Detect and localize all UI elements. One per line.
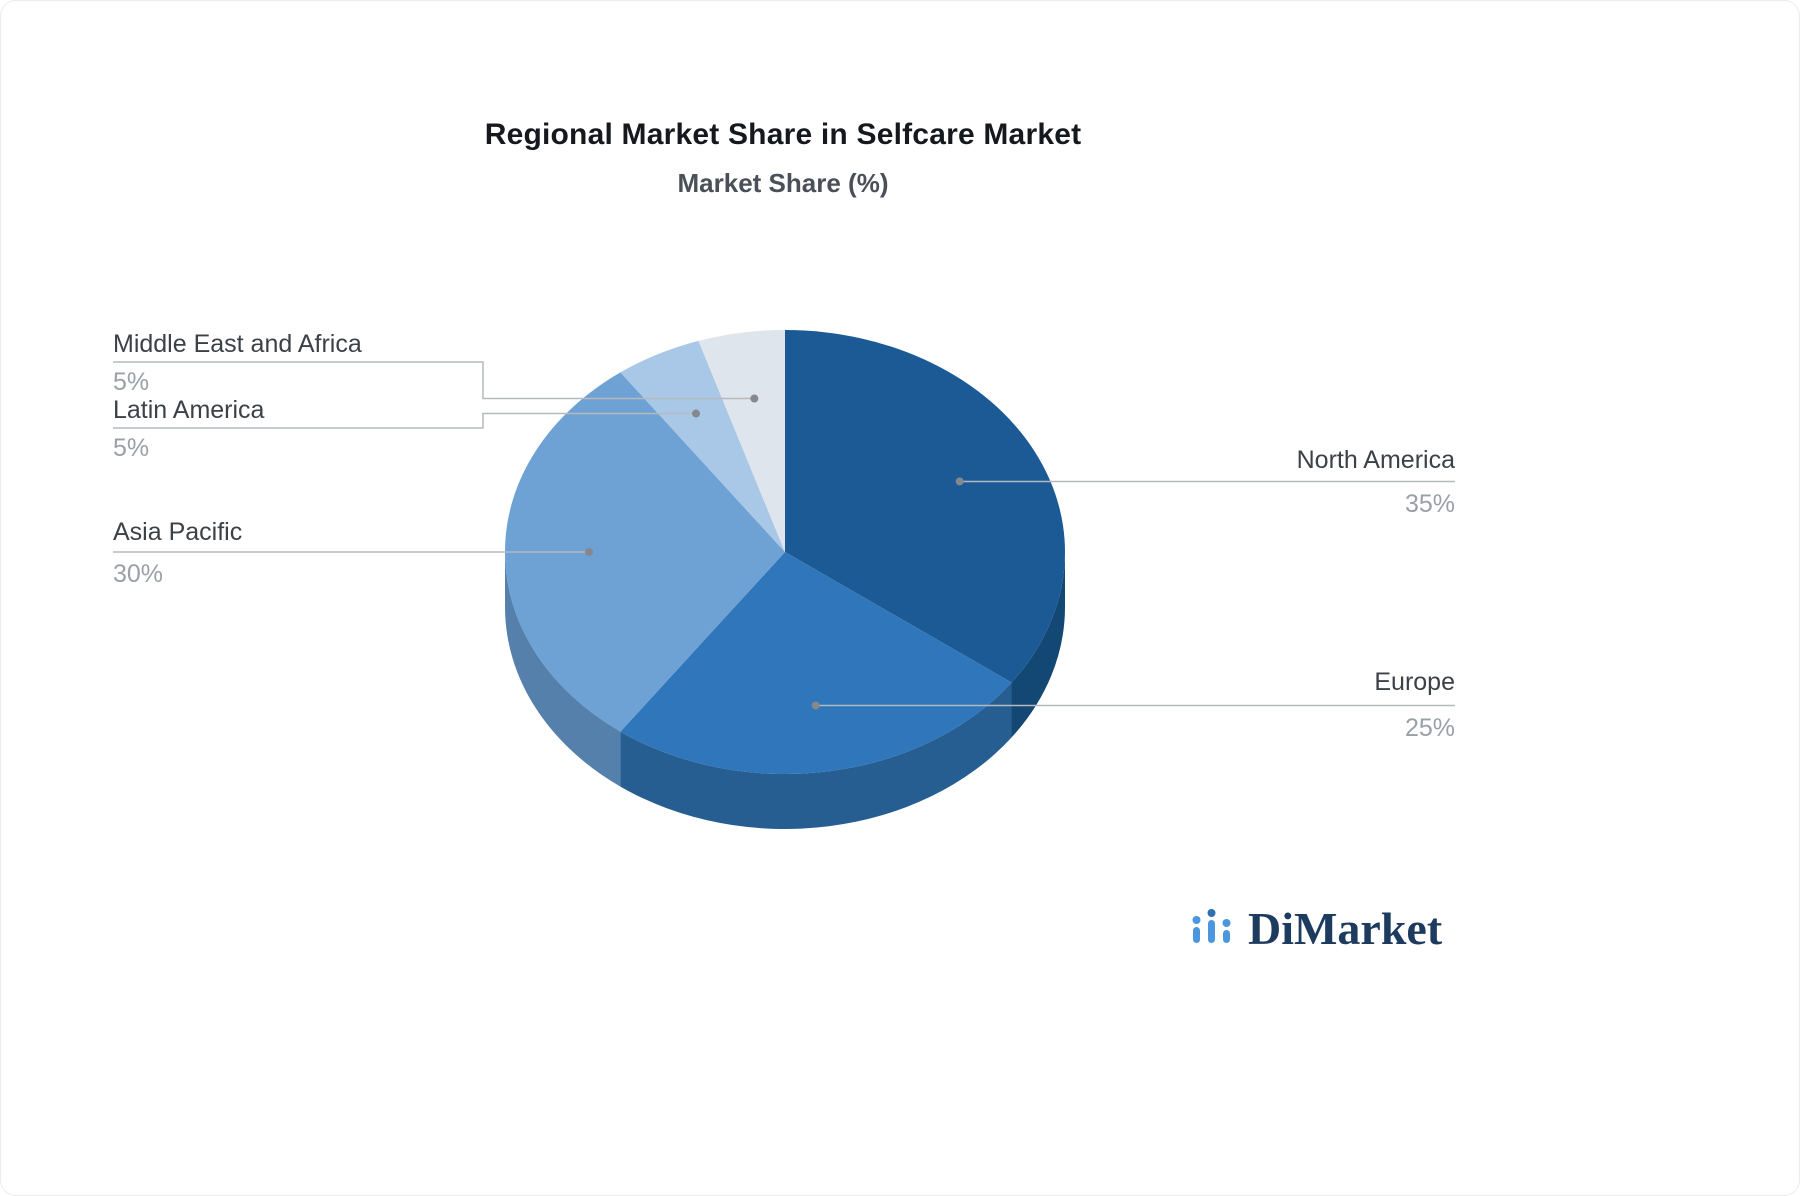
leader-dot-asia-pacific — [585, 548, 593, 556]
pie-side-north-america — [1011, 552, 1065, 738]
pie-slice-asia-pacific — [504, 372, 785, 732]
slice-value-middle-east-and-africa: 5% — [113, 368, 150, 396]
leader-dot-north-america — [955, 477, 964, 486]
slice-value-asia-pacific: 30% — [113, 560, 164, 588]
dimarket-logo-text: DiMarket — [1248, 903, 1443, 954]
slice-label-asia-pacific: Asia Pacific — [113, 518, 243, 546]
chart-subtitle: Market Share (%) — [677, 168, 889, 198]
leader-dot-latin-america — [692, 409, 701, 418]
dimarket-logo: DiMarket — [1188, 902, 1442, 955]
slice-value-europe: 25% — [1404, 714, 1455, 742]
slice-label-latin-america: Latin America — [113, 396, 265, 424]
slice-value-north-america: 35% — [1404, 490, 1455, 518]
leader-line-middle-east-and-africa — [113, 361, 755, 400]
bar-chart-dots-icon — [1192, 908, 1231, 943]
pie-side-europe — [620, 682, 1012, 829]
slice-label-north-america: North America — [1296, 446, 1455, 474]
leader-dot-middle-east-and-africa — [750, 394, 759, 403]
pie-side-asia-pacific — [505, 552, 621, 787]
leader-dot-europe — [811, 701, 820, 710]
pie-slice-middle-east-and-africa — [698, 330, 785, 552]
slice-value-latin-america: 5% — [113, 434, 150, 462]
pie-slice-europe — [620, 552, 1012, 774]
pie-slice-latin-america — [620, 340, 785, 552]
slice-label-europe: Europe — [1374, 668, 1455, 696]
chart-title: Regional Market Share in Selfcare Market — [484, 118, 1082, 151]
pie-slice-north-america — [785, 330, 1065, 683]
leader-line-latin-america — [113, 412, 697, 429]
slice-label-middle-east-and-africa: Middle East and Africa — [113, 330, 362, 358]
